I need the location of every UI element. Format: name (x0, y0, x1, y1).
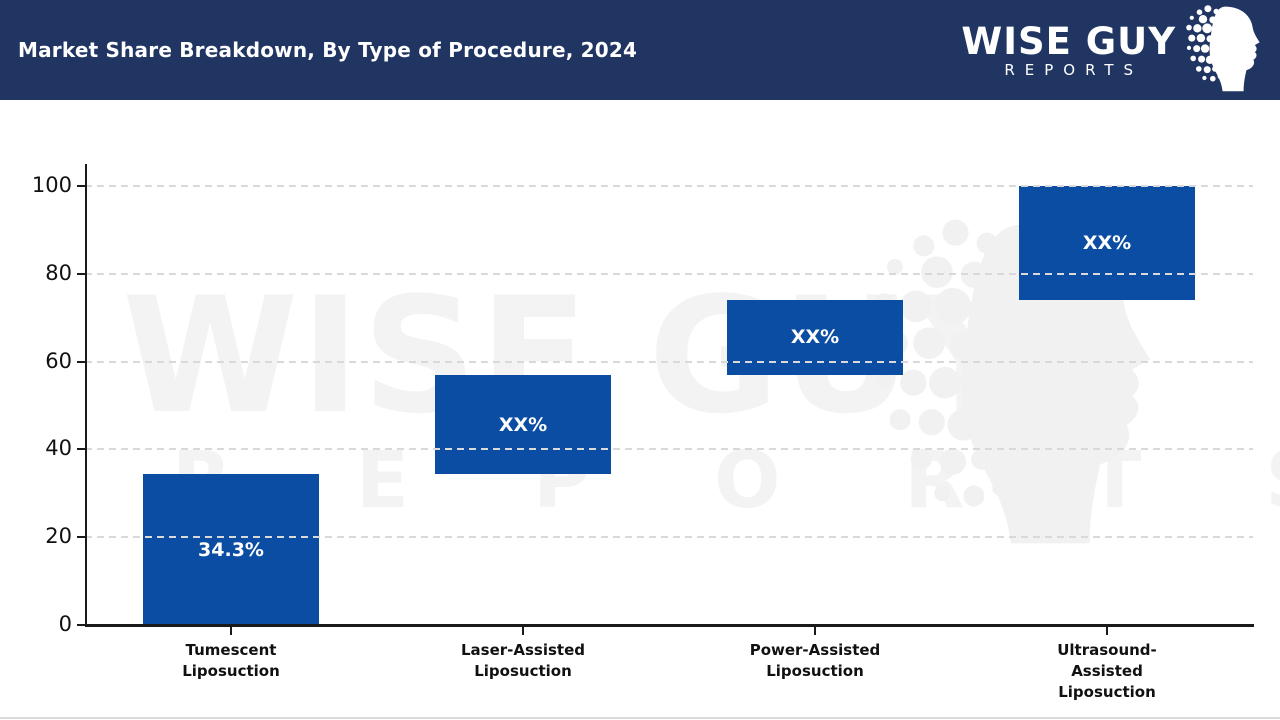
bar-segment: XX% (435, 374, 611, 475)
y-tick-label: 80 (45, 260, 72, 285)
brand-subtitle: REPORTS (1004, 60, 1144, 79)
gridline (85, 360, 1253, 363)
plot-area: 34.3% XX% XX% XX% 0 20 40 60 80 100 Tumescent Lip… (0, 100, 1280, 720)
header-bar: Market Share Breakdown, By Type of Proce… (0, 0, 1280, 100)
x-category-label: Power-Assisted Liposuction (749, 641, 881, 680)
brand-head-icon (1186, 5, 1260, 92)
y-tick-mark (77, 448, 85, 451)
y-tick-label: 20 (45, 524, 72, 549)
x-axis-spine (85, 624, 1254, 627)
x-tick-mark (522, 627, 524, 635)
x-category-label: Laser-Assisted Liposuction (460, 641, 586, 680)
y-tick-mark (77, 360, 85, 363)
bottom-divider (0, 717, 1280, 719)
x-tick-mark (230, 627, 232, 635)
gridline (85, 448, 1253, 451)
x-tick-mark (1106, 627, 1108, 635)
x-tick-mark (814, 627, 816, 635)
gridline (85, 272, 1253, 275)
y-tick-label: 40 (45, 436, 72, 461)
bar-value-label: XX% (1082, 232, 1132, 255)
bar-value-label: XX% (790, 326, 840, 349)
y-tick-label: 100 (31, 173, 72, 197)
bar-value-label: XX% (498, 413, 548, 436)
chart-title: Market Share Breakdown, By Type of Proce… (18, 38, 638, 62)
bar-segment: 34.3% (143, 474, 319, 625)
y-tick-mark (77, 624, 85, 626)
brand-logo-text: WISE GUY REPORTS (961, 23, 1176, 78)
x-category-label: Tumescent Liposuction (182, 641, 280, 680)
y-tick-label: 0 (58, 612, 72, 636)
y-tick-mark (77, 272, 85, 275)
bar-segment: XX% (727, 300, 903, 375)
y-tick-label: 60 (45, 348, 72, 373)
gridline (85, 536, 1253, 539)
bar-value-label: 34.3% (198, 538, 264, 561)
bar-segment: XX% (1019, 186, 1195, 301)
y-tick-mark (77, 185, 85, 187)
brand-name: WISE GUY (961, 19, 1176, 63)
brand-logo: WISE GUY REPORTS (961, 0, 1266, 100)
gridline (85, 185, 1253, 187)
y-tick-mark (77, 536, 85, 539)
y-axis-spine (85, 164, 87, 627)
x-category-label: Ultrasound- Assisted Liposuction (1057, 641, 1157, 701)
